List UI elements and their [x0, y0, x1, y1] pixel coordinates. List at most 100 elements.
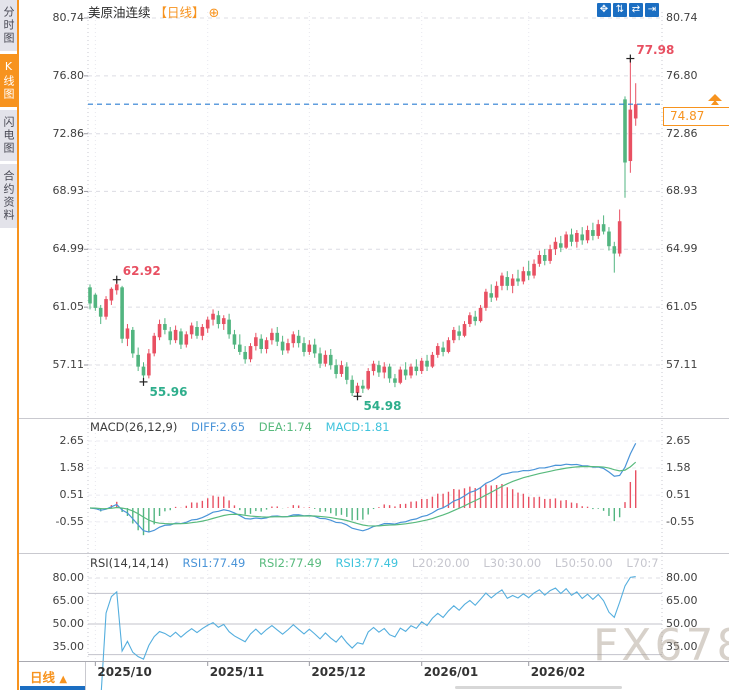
candle[interactable]: [131, 329, 135, 354]
candle[interactable]: [601, 224, 606, 232]
candle[interactable]: [323, 354, 328, 364]
period-selector[interactable]: 日线 ▲: [30, 667, 67, 686]
candle[interactable]: [334, 365, 338, 374]
candle[interactable]: [559, 243, 563, 248]
candle[interactable]: [403, 369, 408, 376]
candle[interactable]: [179, 331, 183, 345]
candle[interactable]: [409, 366, 413, 376]
candle[interactable]: [548, 249, 552, 261]
candle[interactable]: [264, 340, 269, 349]
zoom-horizontal-icon[interactable]: ⇄: [629, 3, 643, 17]
candle[interactable]: [312, 344, 317, 354]
candle[interactable]: [617, 221, 622, 254]
candle[interactable]: [286, 343, 290, 351]
candle[interactable]: [259, 338, 263, 349]
candle[interactable]: [500, 275, 504, 286]
candle[interactable]: [345, 366, 349, 380]
candle[interactable]: [452, 329, 456, 341]
candle[interactable]: [457, 331, 461, 336]
candle[interactable]: [120, 287, 124, 339]
candle[interactable]: [419, 360, 424, 372]
candle[interactable]: [510, 278, 515, 286]
candle[interactable]: [484, 291, 488, 308]
rsi-title[interactable]: RSI(14,14,14): [90, 556, 169, 570]
candle[interactable]: [441, 347, 445, 352]
candle[interactable]: [462, 324, 467, 336]
candle[interactable]: [398, 369, 403, 383]
candle[interactable]: [371, 363, 376, 372]
candle[interactable]: [243, 351, 247, 360]
expand-icon[interactable]: ⊕: [208, 6, 220, 21]
candle[interactable]: [382, 366, 387, 373]
candle[interactable]: [633, 104, 638, 119]
candle[interactable]: [189, 325, 194, 335]
pan-icon[interactable]: ✥: [597, 3, 611, 17]
candle[interactable]: [505, 277, 510, 286]
candle[interactable]: [205, 319, 210, 329]
candle[interactable]: [435, 346, 440, 355]
candle[interactable]: [591, 230, 595, 236]
candle[interactable]: [425, 360, 429, 367]
candle[interactable]: [473, 316, 477, 322]
candle[interactable]: [200, 326, 205, 336]
jump-to-latest-icon[interactable]: ⇥: [645, 3, 659, 17]
candle[interactable]: [275, 332, 280, 342]
candle[interactable]: [157, 324, 162, 338]
candle[interactable]: [318, 353, 322, 364]
candle[interactable]: [307, 344, 312, 352]
candle[interactable]: [98, 307, 103, 317]
candle[interactable]: [446, 340, 451, 352]
candle[interactable]: [478, 307, 483, 322]
horizontal-scrollbar[interactable]: [455, 686, 622, 689]
candle[interactable]: [280, 341, 285, 351]
candle[interactable]: [254, 337, 258, 347]
candle[interactable]: [355, 385, 360, 394]
zoom-vertical-icon[interactable]: ⇅: [613, 3, 627, 17]
candle[interactable]: [366, 371, 370, 389]
candle[interactable]: [414, 366, 419, 372]
candle[interactable]: [339, 365, 344, 374]
candle[interactable]: [221, 318, 226, 325]
candle[interactable]: [216, 315, 221, 325]
candle[interactable]: [141, 366, 146, 376]
candle[interactable]: [136, 354, 140, 367]
candle[interactable]: [612, 246, 617, 254]
candle[interactable]: [575, 232, 579, 242]
candle[interactable]: [516, 278, 520, 282]
candle[interactable]: [147, 353, 151, 376]
candle[interactable]: [377, 365, 381, 373]
candle[interactable]: [623, 99, 627, 163]
candle[interactable]: [125, 328, 130, 339]
candle[interactable]: [227, 319, 231, 335]
candle[interactable]: [163, 324, 167, 330]
candle[interactable]: [607, 231, 611, 247]
candle[interactable]: [302, 343, 306, 352]
candle[interactable]: [526, 271, 531, 276]
candle[interactable]: [489, 293, 494, 298]
candle[interactable]: [569, 234, 574, 242]
candle[interactable]: [211, 313, 215, 320]
sidebar-item-lightning-chart[interactable]: 闪电图: [0, 110, 17, 161]
candle[interactable]: [88, 287, 92, 304]
candle[interactable]: [93, 294, 98, 308]
candle[interactable]: [585, 230, 590, 241]
candle[interactable]: [430, 354, 435, 367]
macd-title[interactable]: MACD(26,12,9): [90, 420, 178, 434]
candle[interactable]: [350, 379, 354, 394]
candle[interactable]: [184, 334, 189, 345]
candle[interactable]: [109, 288, 114, 301]
candle[interactable]: [532, 263, 536, 276]
candle[interactable]: [628, 109, 633, 162]
candle[interactable]: [387, 366, 392, 379]
candle[interactable]: [521, 271, 526, 282]
candle[interactable]: [104, 299, 108, 317]
candle[interactable]: [393, 378, 397, 383]
candle[interactable]: [248, 346, 253, 360]
candle[interactable]: [328, 354, 333, 366]
candle[interactable]: [195, 326, 199, 336]
candle[interactable]: [114, 284, 119, 291]
candle[interactable]: [596, 224, 601, 236]
sidebar-item-contract-info[interactable]: 合约资料: [0, 164, 17, 228]
candle[interactable]: [537, 255, 542, 264]
